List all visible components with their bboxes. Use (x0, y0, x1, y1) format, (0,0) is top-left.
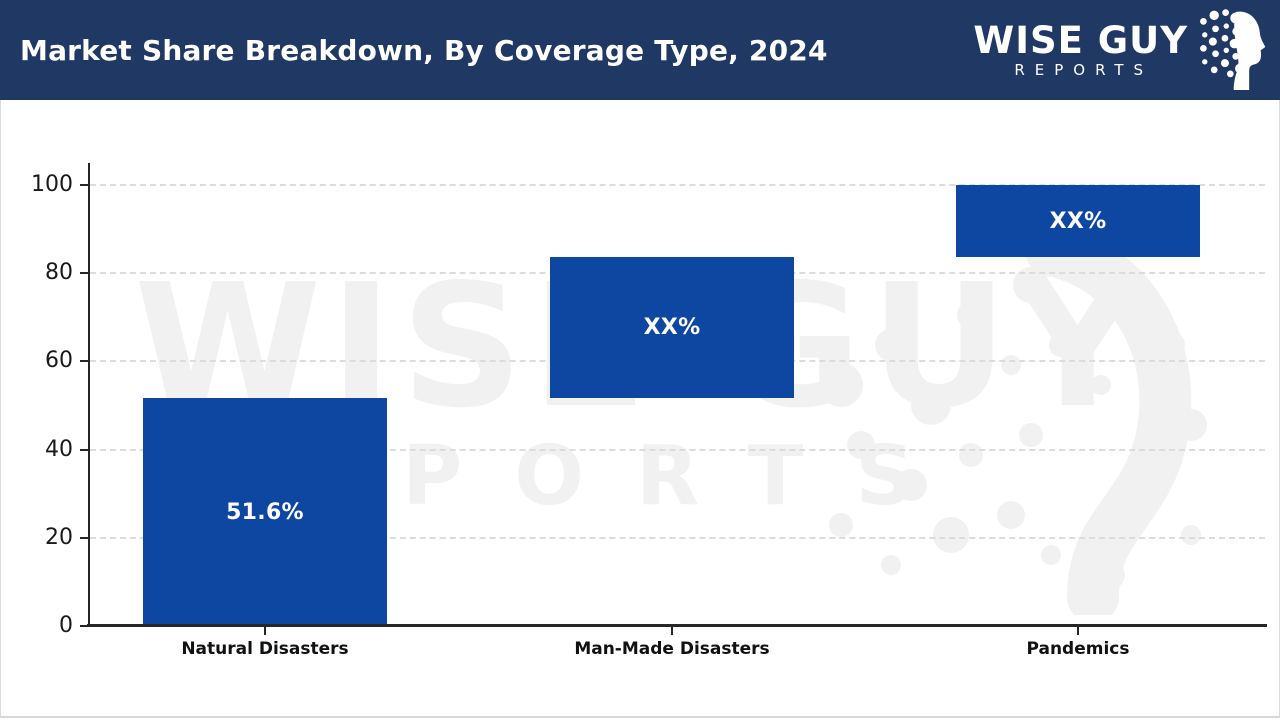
bar-value-label: XX% (643, 315, 701, 341)
y-tick-label-80: 80 (45, 260, 73, 286)
y-axis-line (88, 163, 90, 626)
brand-text: WISE GUY REPORTS (973, 22, 1188, 78)
bar-value-label: XX% (1049, 208, 1107, 234)
y-tick-label-40: 40 (45, 436, 73, 462)
y-tick-label-60: 60 (45, 348, 73, 374)
y-tick-label-20: 20 (45, 524, 73, 550)
brand-name-text: WISE GUY (973, 19, 1188, 62)
y-tick-80 (80, 272, 88, 275)
bar-pandemics: XX% (956, 185, 1200, 258)
bar-man-made-disasters: XX% (550, 257, 794, 399)
x-tick-2 (1077, 627, 1079, 635)
wiseguy-head-icon (1200, 9, 1266, 91)
y-tick-20 (80, 536, 88, 539)
y-tick-40 (80, 448, 88, 451)
gridline-20 (90, 536, 1265, 539)
y-tick-100 (80, 184, 88, 186)
gridline-100 (90, 184, 1265, 186)
header-bar: Market Share Breakdown, By Coverage Type… (0, 0, 1280, 100)
y-tick-0 (80, 625, 88, 627)
brand-logo: WISE GUY REPORTS (973, 0, 1268, 100)
x-axis-line (87, 624, 1267, 627)
chart-canvas: WISE GUY REPORTS 0 20 40 60 80 100 51.6% XX% XX%… (0, 100, 1280, 718)
y-tick-60 (80, 360, 88, 363)
x-tick-0 (264, 627, 266, 635)
x-axis-label-natural-disasters: Natural Disasters (181, 639, 349, 659)
bar-natural-disasters: 51.6% (143, 398, 387, 626)
brand-subtitle-text: REPORTS (1014, 61, 1154, 79)
bar-value-label: 51.6% (226, 499, 304, 525)
gridline-40 (90, 448, 1265, 451)
page-title: Market Share Breakdown, By Coverage Type… (20, 33, 828, 67)
y-tick-label-100: 100 (31, 172, 73, 197)
x-tick-1 (671, 627, 673, 635)
x-axis-label-man-made-disasters: Man-Made Disasters (574, 639, 770, 659)
x-axis-label-pandemics: Pandemics (1026, 639, 1130, 659)
plot-area: 0 20 40 60 80 100 51.6% XX% XX% Natural Disasters… (1, 100, 1279, 716)
y-tick-label-0: 0 (59, 613, 73, 638)
